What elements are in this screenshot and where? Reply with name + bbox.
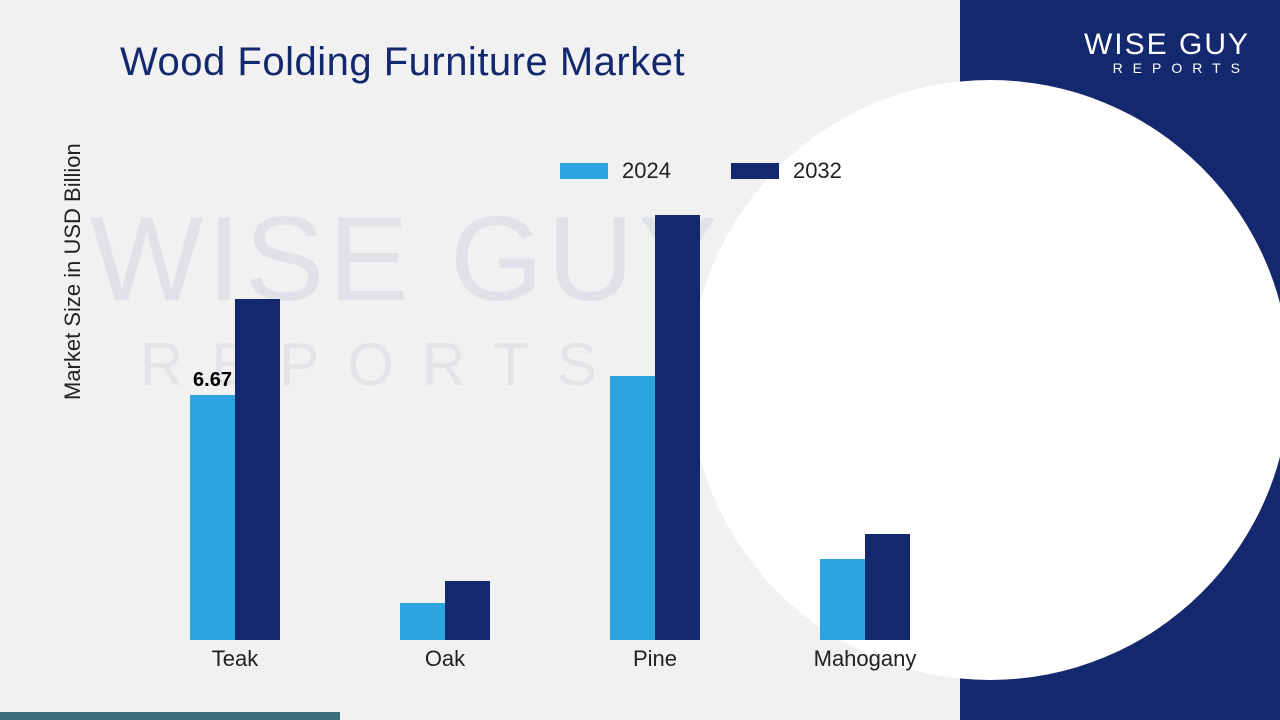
chart-title: Wood Folding Furniture Market	[120, 40, 685, 85]
bar-group-teak	[190, 299, 280, 640]
brand-logo: WISE GUY REPORTS	[1084, 28, 1250, 76]
bar-group-oak	[400, 581, 490, 640]
bottom-accent-bar	[0, 712, 340, 720]
bar-group-mahogany	[820, 534, 910, 640]
x-label-pine: Pine	[633, 646, 677, 672]
x-label-oak: Oak	[425, 646, 465, 672]
brand-subtitle: REPORTS	[1084, 60, 1250, 76]
legend-item-2032: 2032	[731, 158, 842, 184]
legend-swatch-2024	[560, 163, 608, 179]
bar-pine-2024	[610, 376, 655, 640]
x-label-mahogany: Mahogany	[814, 646, 917, 672]
x-label-teak: Teak	[212, 646, 258, 672]
legend-item-2024: 2024	[560, 158, 671, 184]
x-axis-labels: Teak Oak Pine Mahogany	[130, 646, 930, 676]
bar-teak-2024	[190, 395, 235, 640]
data-label: 6.67	[193, 369, 232, 392]
bar-mahogany-2024	[820, 559, 865, 640]
bar-teak-2032	[235, 299, 280, 640]
y-axis-label: Market Size in USD Billion	[60, 143, 86, 400]
chart-plot-area: 6.67	[130, 200, 930, 640]
bar-plot: 6.67	[130, 200, 930, 640]
legend: 2024 2032	[560, 158, 842, 184]
brand-name: WISE GUY	[1084, 28, 1250, 62]
bar-pine-2032	[655, 215, 700, 640]
bar-group-pine	[610, 215, 700, 640]
legend-label-2024: 2024	[622, 158, 671, 184]
legend-swatch-2032	[731, 163, 779, 179]
bar-oak-2024	[400, 603, 445, 640]
bar-oak-2032	[445, 581, 490, 640]
chart-canvas: WISE GUY REPORTS Wood Folding Furniture …	[0, 0, 1280, 720]
bar-mahogany-2032	[865, 534, 910, 640]
legend-label-2032: 2032	[793, 158, 842, 184]
